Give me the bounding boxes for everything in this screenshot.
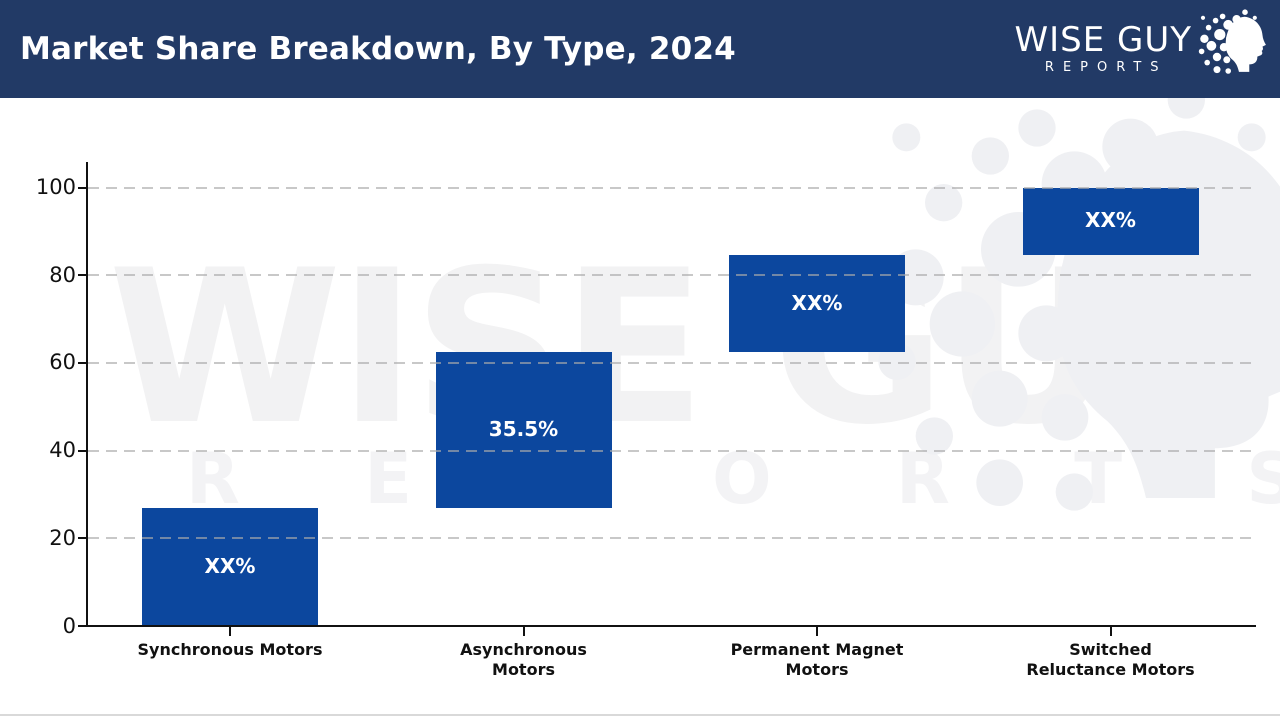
- y-gridline: [88, 186, 1256, 189]
- y-gridline: [88, 361, 1256, 364]
- x-category-label: Asynchronous Motors: [460, 640, 587, 679]
- x-axis-line: [86, 624, 1256, 628]
- x-tick: [816, 627, 819, 636]
- y-tick-label: 20: [49, 525, 76, 550]
- y-tick: [78, 186, 87, 189]
- y-tick: [78, 537, 87, 540]
- brand-head-icon: [1198, 9, 1266, 74]
- brand-tagline: REPORTS: [1044, 60, 1168, 75]
- header-bar: Market Share Breakdown, By Type, 2024 WI…: [0, 0, 1280, 98]
- brand-logo: WISE GUY REPORTS: [1014, 22, 1192, 75]
- x-category-label: Permanent Magnet Motors: [730, 640, 904, 679]
- y-tick-label: 40: [49, 438, 76, 463]
- x-tick: [1109, 627, 1112, 636]
- bar-value-label: XX%: [1085, 208, 1136, 233]
- brand-name: WISE GUY: [1014, 20, 1192, 60]
- y-tick: [78, 625, 87, 628]
- bar-value-label: XX%: [204, 553, 256, 578]
- bar-value-label: 35.5%: [488, 416, 559, 441]
- y-tick: [78, 361, 87, 365]
- y-gridline: [88, 449, 1256, 452]
- y-tick-label: 0: [62, 613, 76, 638]
- y-axis-line: [86, 162, 89, 627]
- chart-title: Market Share Breakdown, By Type, 2024: [20, 31, 736, 67]
- x-category-label: Switched Reluctance Motors: [1026, 640, 1195, 679]
- y-tick: [78, 274, 87, 277]
- y-gridline: [88, 274, 1256, 277]
- bar-value-label: XX%: [791, 290, 843, 315]
- y-tick: [78, 449, 87, 452]
- x-tick: [522, 627, 525, 636]
- bar-segment: [1022, 187, 1199, 256]
- bar-segment: [142, 507, 318, 626]
- y-tick-label: 80: [49, 262, 76, 287]
- x-category-label: Synchronous Motors: [137, 640, 323, 659]
- y-tick-label: 100: [35, 175, 76, 199]
- x-tick: [229, 627, 232, 636]
- watermark-head-graphic: [878, 81, 1280, 511]
- watermark-reports-text: R E P O R T S: [186, 438, 1280, 520]
- bar-segment: [435, 351, 612, 508]
- y-tick-label: 60: [49, 350, 76, 375]
- bottom-rule: [0, 714, 1280, 716]
- bar-segment: [729, 255, 905, 352]
- y-gridline: [88, 537, 1256, 540]
